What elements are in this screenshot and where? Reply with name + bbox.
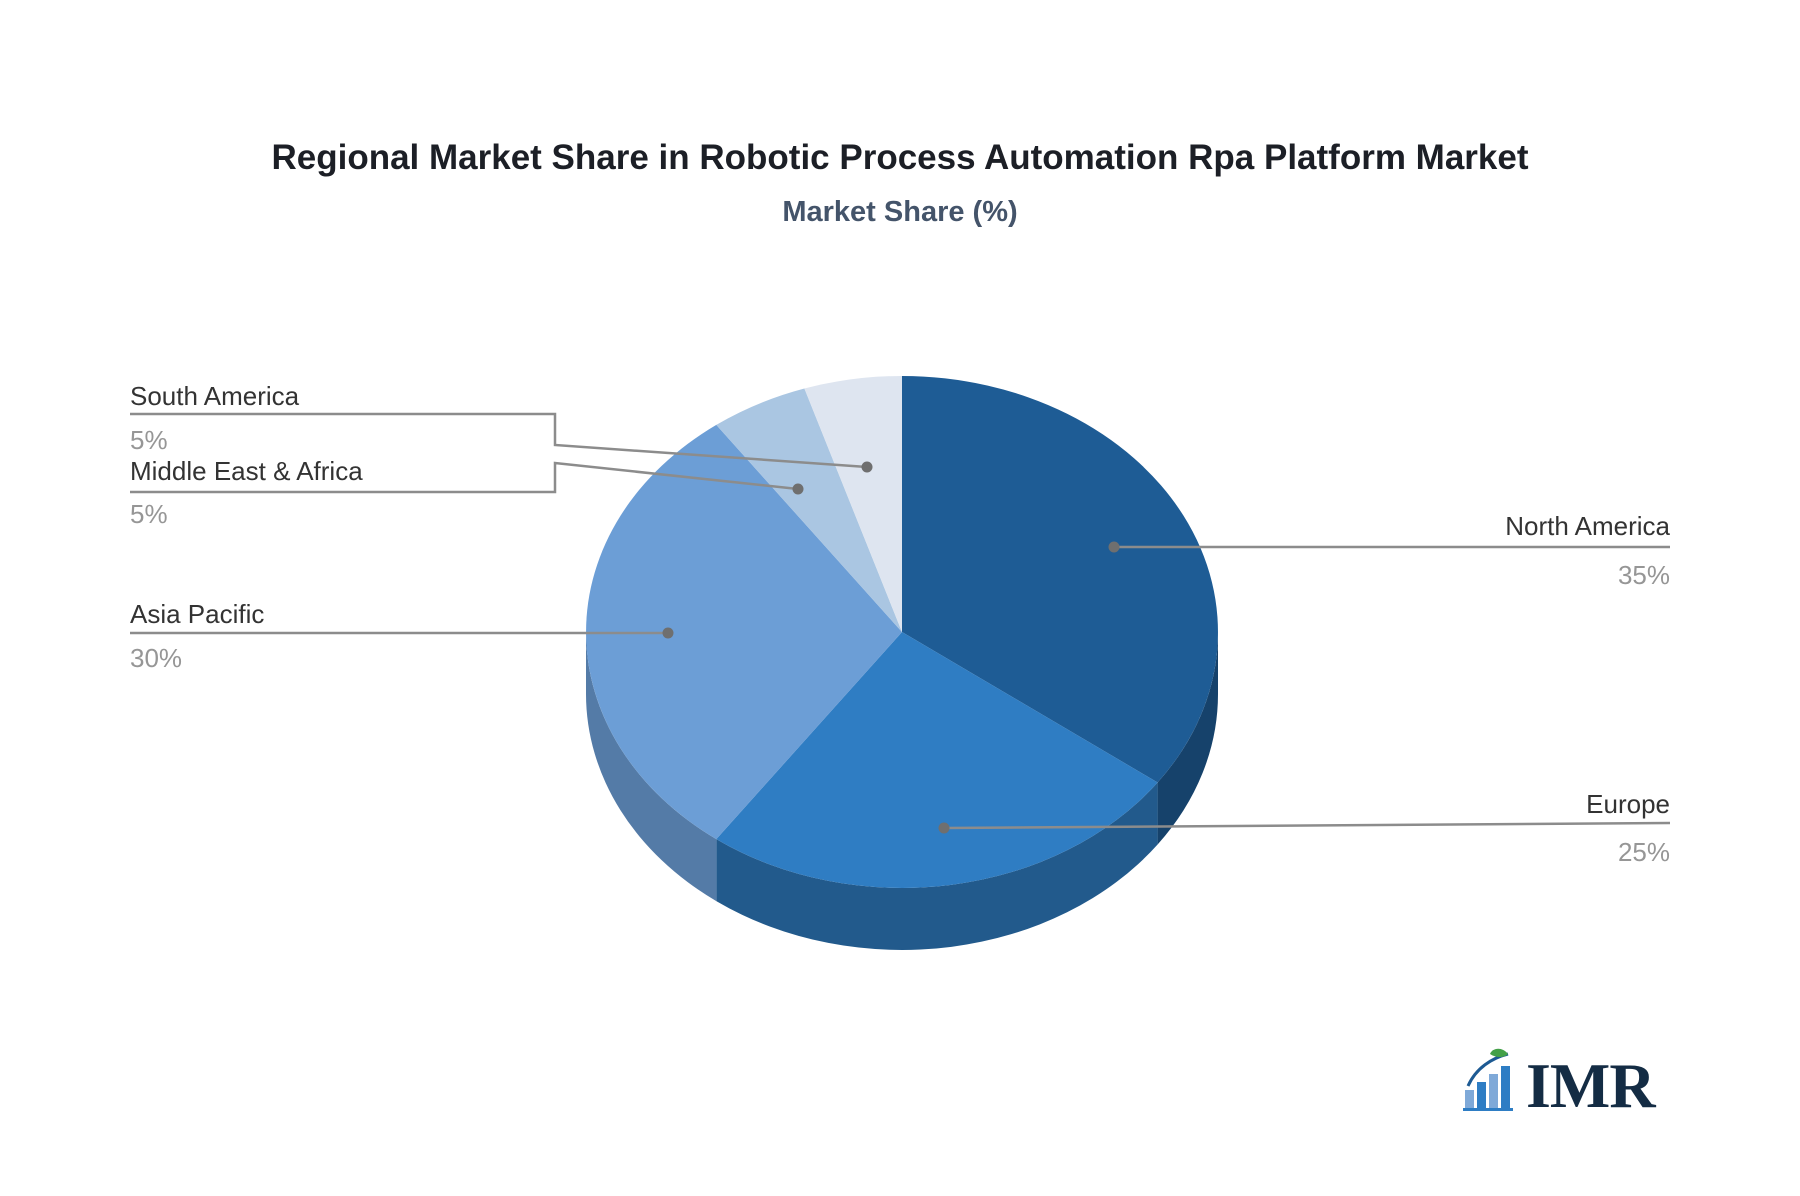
pie-side-faces bbox=[586, 632, 1218, 950]
slice-label-south-america: South America bbox=[130, 381, 300, 411]
label-connector-dot-asia-pacific bbox=[662, 627, 674, 639]
label-connector-europe bbox=[943, 821, 1671, 830]
pie-top-faces bbox=[586, 375, 1218, 888]
label-connector-middle-east-africa bbox=[130, 461, 799, 494]
label-connectors bbox=[130, 412, 1671, 834]
label-connector-south-america bbox=[130, 412, 868, 469]
slice-side-asia-pacific bbox=[586, 632, 717, 902]
label-connector-dot-north-america bbox=[1108, 541, 1120, 553]
logo-bars-icon bbox=[1463, 1066, 1513, 1111]
slice-value-south-america: 5% bbox=[130, 425, 168, 455]
slice-europe[interactable] bbox=[716, 632, 1158, 888]
slice-asia-pacific[interactable] bbox=[586, 424, 902, 840]
slice-label-asia-pacific: Asia Pacific bbox=[130, 599, 264, 629]
slice-north-america[interactable] bbox=[902, 376, 1218, 783]
chart-title: Regional Market Share in Robotic Process… bbox=[271, 138, 1529, 177]
chart-subtitle: Market Share (%) bbox=[782, 196, 1018, 228]
slice-value-north-america: 35% bbox=[1618, 560, 1670, 590]
slice-side-europe bbox=[716, 782, 1158, 950]
label-connector-dot-south-america bbox=[861, 461, 873, 473]
label-connector-dot-middle-east-africa bbox=[792, 483, 804, 495]
slice-label-europe: Europe bbox=[1586, 789, 1670, 819]
slice-value-europe: 25% bbox=[1618, 837, 1670, 867]
logo-chart-icon bbox=[1463, 1048, 1513, 1111]
label-connector-dot-europe bbox=[938, 822, 950, 834]
logo-text: IMR bbox=[1526, 1049, 1656, 1121]
slice-middle-east-africa[interactable] bbox=[716, 388, 902, 633]
slice-labels: North America 35% Europe 25% Asia Pacific 30%… bbox=[130, 381, 1671, 867]
slice-side-north-america bbox=[1157, 632, 1218, 845]
slice-value-middle-east-africa: 5% bbox=[130, 499, 168, 529]
slice-south-america[interactable] bbox=[804, 375, 902, 632]
slice-label-middle-east-africa: Middle East & Africa bbox=[130, 456, 363, 486]
slice-value-asia-pacific: 30% bbox=[130, 643, 182, 673]
imr-logo: IMR bbox=[1462, 1048, 1656, 1121]
slice-label-north-america: North America bbox=[1505, 511, 1670, 541]
logo-leaf-icon bbox=[1466, 1048, 1509, 1087]
